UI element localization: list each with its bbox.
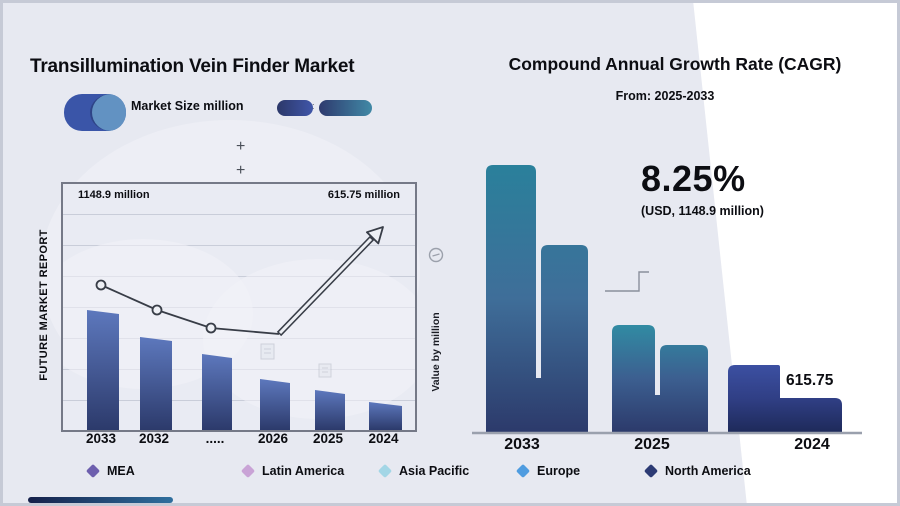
legend-label: Asia Pacific — [399, 464, 470, 478]
cagr-subtitle: From: 2025-2033 — [615, 89, 715, 103]
legend-diamond-icon — [85, 463, 101, 479]
cylinder-cap — [90, 94, 126, 131]
market-size-bar-2025 — [315, 390, 345, 430]
legend-item-north-america: North America — [643, 463, 751, 479]
market-size-bar-2026 — [260, 379, 290, 430]
legend-diamond-icon — [377, 463, 393, 479]
cagr-bar-group-2033 — [486, 165, 588, 432]
x-axis-label: 2033 — [85, 431, 117, 446]
x-axis-label: 2025 — [634, 436, 670, 453]
legend-label: MEA — [107, 464, 135, 478]
legend-item-europe: Europe — [515, 463, 581, 479]
x-axis-label: 2025 — [312, 431, 344, 446]
line-marker — [151, 304, 163, 316]
bottom-gradient-strip — [28, 497, 173, 503]
growth-arrow-inner — [278, 237, 373, 335]
pill-separator: : — [312, 101, 315, 111]
x-axis-label: 2024 — [794, 436, 830, 453]
market-size-label: Market Size million — [131, 99, 244, 113]
left-chart-x-axis: 2033 2032..... 2026 2025 2024 — [0, 431, 900, 451]
market-size-chart-plot — [61, 182, 417, 432]
cagr-title: Compound Annual Growth Rate (CAGR) — [508, 54, 842, 74]
legend-diamond-icon — [643, 463, 659, 479]
clock-watermark-icon — [428, 247, 444, 263]
legend-diamond-icon — [515, 463, 531, 479]
cagr-bar-group-2024 — [728, 365, 842, 432]
right-chart-x-axis: 2033 2025 2024 — [0, 436, 900, 458]
x-axis-label: 2024 — [368, 431, 399, 446]
line-marker — [205, 322, 217, 334]
x-axis-label: ..... — [205, 431, 225, 446]
right-axis-label: Value by million — [430, 312, 442, 392]
plus-mark-icon: + — [236, 162, 246, 179]
x-axis-label: 2033 — [504, 436, 540, 453]
plot-watermark-shape — [203, 259, 415, 419]
legend-item-asia-pacific: Asia Pacific — [377, 463, 470, 479]
growth-arrow-head — [366, 226, 384, 245]
legend-label: North America — [665, 464, 751, 478]
market-size-bar-2033 — [87, 310, 119, 430]
line-marker — [95, 279, 107, 291]
x-axis-label: 2026 — [257, 431, 289, 446]
decline-line — [100, 284, 280, 335]
market-size-bar-..... — [202, 354, 232, 430]
document-icon — [318, 363, 332, 378]
decor-pill-navy — [277, 100, 313, 116]
end-value-label: 615.75 million — [327, 189, 400, 201]
trend-line-overlay — [95, 226, 384, 378]
legend-item-mea: MEA — [85, 463, 135, 479]
legend-label: Europe — [537, 464, 581, 478]
cagr-percentage: 8.25% — [641, 158, 746, 199]
plus-mark-icon: + — [236, 138, 246, 155]
cagr-bar-chart — [472, 165, 862, 435]
start-value-label: 1148.9 million — [78, 189, 150, 201]
page-title: Transillumination Vein Finder Market — [30, 56, 355, 77]
step-bracket-decoration — [605, 271, 649, 292]
document-icon — [260, 343, 275, 360]
market-size-bar-2032 — [140, 337, 172, 430]
x-axis-label: 2032 — [138, 431, 170, 446]
data-label-615: 615.75 — [786, 372, 834, 389]
market-size-bars — [63, 184, 415, 430]
cagr-basis: (USD, 1148.9 million) — [641, 204, 764, 218]
legend-item-latin-america: Latin America — [240, 463, 345, 479]
decor-pill-teal — [319, 100, 372, 116]
cylinder-icon — [64, 94, 126, 131]
market-size-bar-2024 — [369, 402, 402, 430]
legend-diamond-icon — [240, 463, 256, 479]
left-axis-label: FUTURE MARKET REPORT — [38, 229, 50, 381]
region-legend: MEA Latin America Asia Pacific Europe North … — [0, 463, 900, 486]
legend-label: Latin America — [262, 464, 345, 478]
cagr-bar-group-2025 — [612, 325, 708, 432]
